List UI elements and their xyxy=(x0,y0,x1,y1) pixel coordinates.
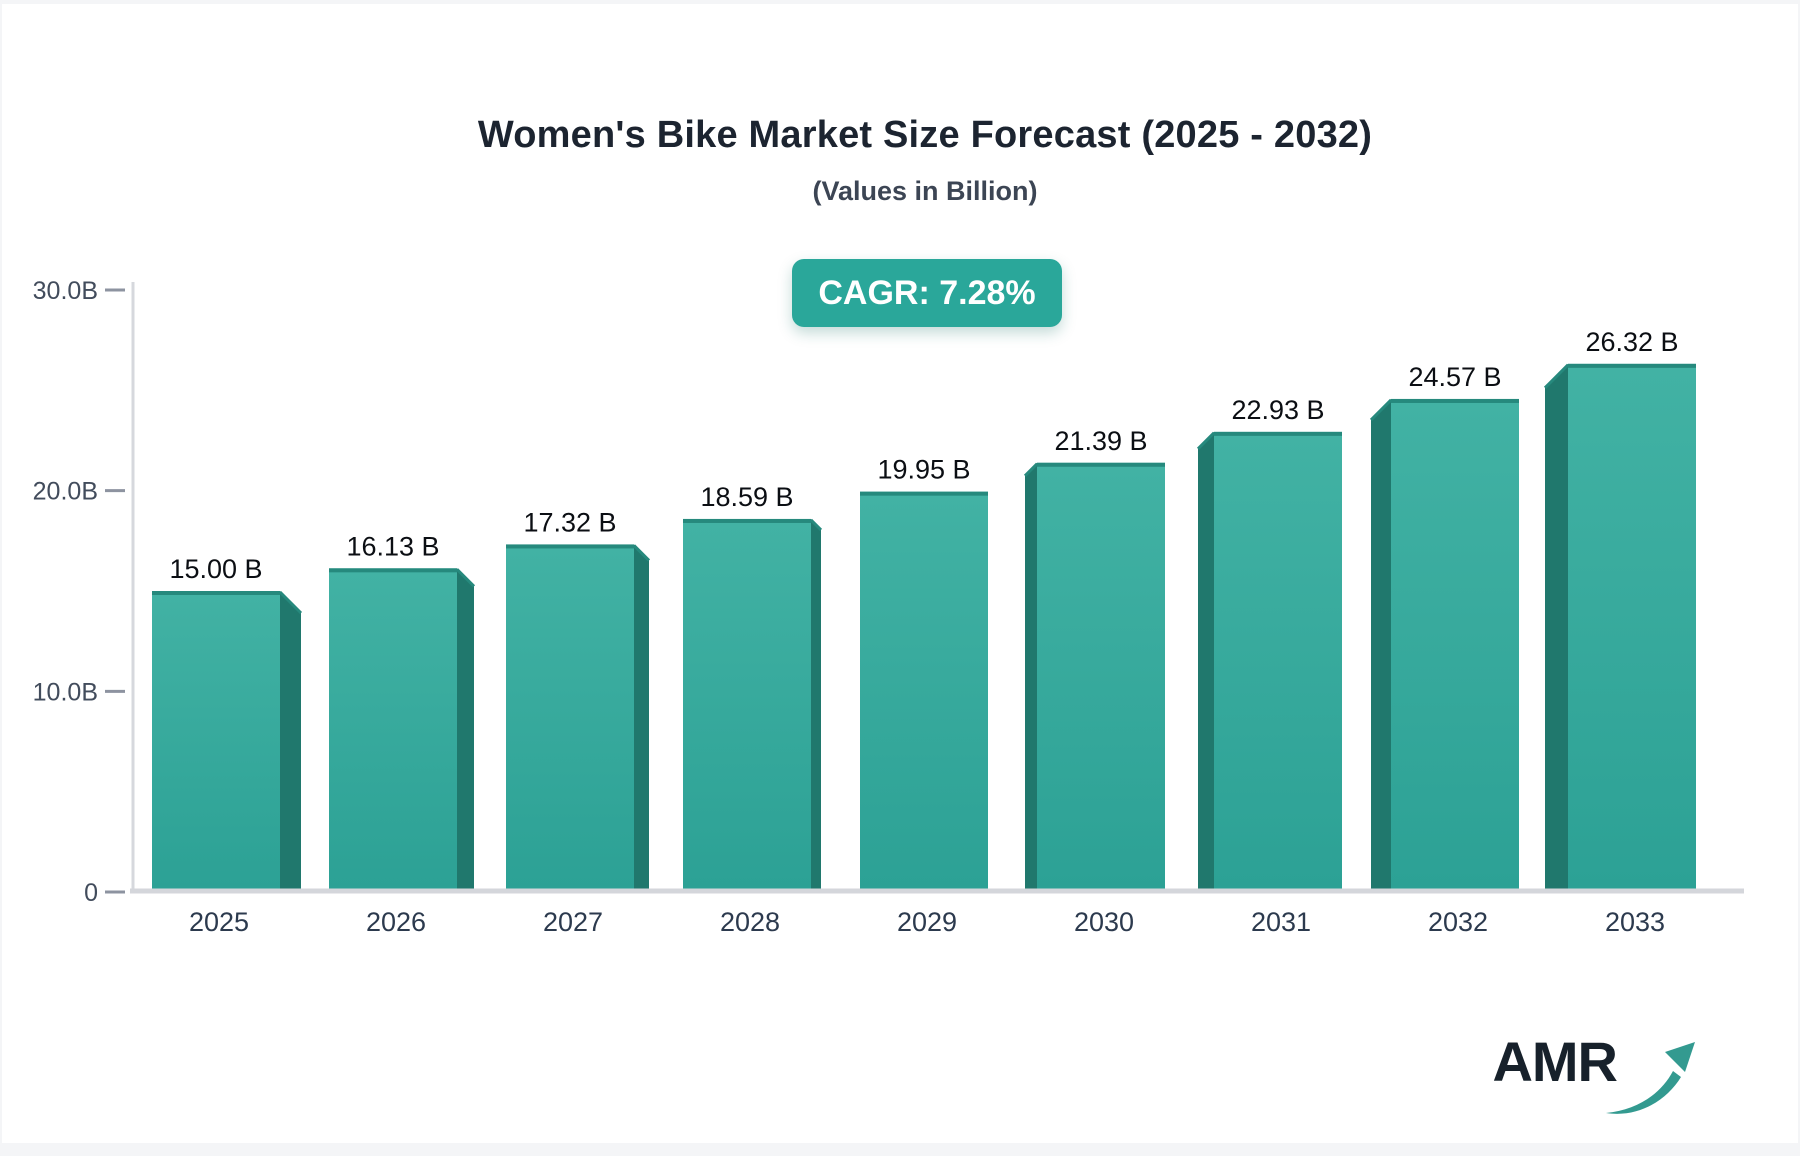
chart-card: Women's Bike Market Size Forecast (2025 … xyxy=(2,4,1798,1143)
bar-slant-edge xyxy=(1023,462,1039,477)
growth-arrow-icon xyxy=(1606,1042,1695,1114)
cagr-badge: CAGR: 7.28% xyxy=(792,259,1062,327)
bar-top-edge xyxy=(1391,398,1519,403)
bar-value-label: 26.32 B xyxy=(1585,327,1678,357)
bar-side-face xyxy=(1198,431,1214,889)
bar-value-label: 15.00 B xyxy=(169,554,262,584)
bar-slant-edge xyxy=(809,518,823,532)
bar-side-face xyxy=(811,518,821,889)
bar-2032 xyxy=(1391,398,1519,889)
bar-slant-edge xyxy=(455,568,476,588)
bar-side-face xyxy=(634,544,649,889)
bar-2026 xyxy=(329,568,457,889)
bar-2029 xyxy=(860,491,988,889)
x-tick-label: 2033 xyxy=(1605,907,1665,937)
bar-chart: 0 10.0B 20.0B 30.0B 15.00 B 2025 16.13 B 2026 17… xyxy=(33,277,1744,937)
bar-side-face xyxy=(457,568,474,889)
bar-value-label: 24.57 B xyxy=(1408,362,1501,392)
y-tick-label: 0 xyxy=(84,879,98,907)
bar-side-face xyxy=(1025,462,1037,889)
bar-top-edge xyxy=(506,544,634,549)
bar-top-edge xyxy=(152,591,280,595)
bar-2027 xyxy=(506,544,634,889)
bar-top-edge xyxy=(860,491,988,496)
bar-slant-edge xyxy=(632,544,651,562)
x-tick-label: 2027 xyxy=(543,907,603,937)
bar-2031 xyxy=(1214,431,1342,889)
y-tick-label: 30.0B xyxy=(33,277,98,305)
chart-subtitle: (Values in Billion) xyxy=(812,176,1038,206)
bar-value-label: 16.13 B xyxy=(346,531,439,561)
bar-slant-edge xyxy=(1369,398,1393,422)
bar-value-label: 22.93 B xyxy=(1231,395,1324,425)
bar-top-edge xyxy=(1568,363,1696,368)
bar-2025 xyxy=(152,591,280,889)
x-tick-label: 2032 xyxy=(1428,907,1488,937)
bar-2030 xyxy=(1037,462,1165,889)
bar-top-edge xyxy=(683,518,811,523)
x-tick-label: 2025 xyxy=(189,907,249,937)
bar-value-label: 17.32 B xyxy=(523,507,616,537)
bar-value-label: 19.95 B xyxy=(877,455,970,485)
x-tick-label: 2029 xyxy=(897,907,957,937)
bar-2033 xyxy=(1568,363,1696,889)
bar-slant-edge xyxy=(1543,363,1570,389)
bar-side-face xyxy=(280,591,301,889)
chart-title: Women's Bike Market Size Forecast (2025 … xyxy=(477,114,1373,156)
y-tick-label: 10.0B xyxy=(33,678,98,706)
bar-top-edge xyxy=(1037,462,1165,467)
amr-logo-text: AMR xyxy=(1492,1030,1618,1093)
bar-side-face xyxy=(1545,363,1568,889)
bar-2028 xyxy=(683,518,811,889)
x-tick-label: 2026 xyxy=(366,907,426,937)
amr-logo: AMR xyxy=(1492,1034,1703,1116)
x-tick-label: 2030 xyxy=(1074,907,1134,937)
bar-top-edge xyxy=(1214,431,1342,436)
y-tick-label: 20.0B xyxy=(33,478,98,506)
x-tick-label: 2031 xyxy=(1251,907,1311,937)
bar-slant-edge xyxy=(1196,431,1216,450)
bar-value-label: 18.59 B xyxy=(700,482,793,512)
bar-side-face xyxy=(1371,398,1391,889)
bar-slant-edge xyxy=(278,590,303,615)
bar-top-edge xyxy=(329,568,457,573)
x-tick-label: 2028 xyxy=(720,907,780,937)
bar-value-label: 21.39 B xyxy=(1054,426,1147,456)
